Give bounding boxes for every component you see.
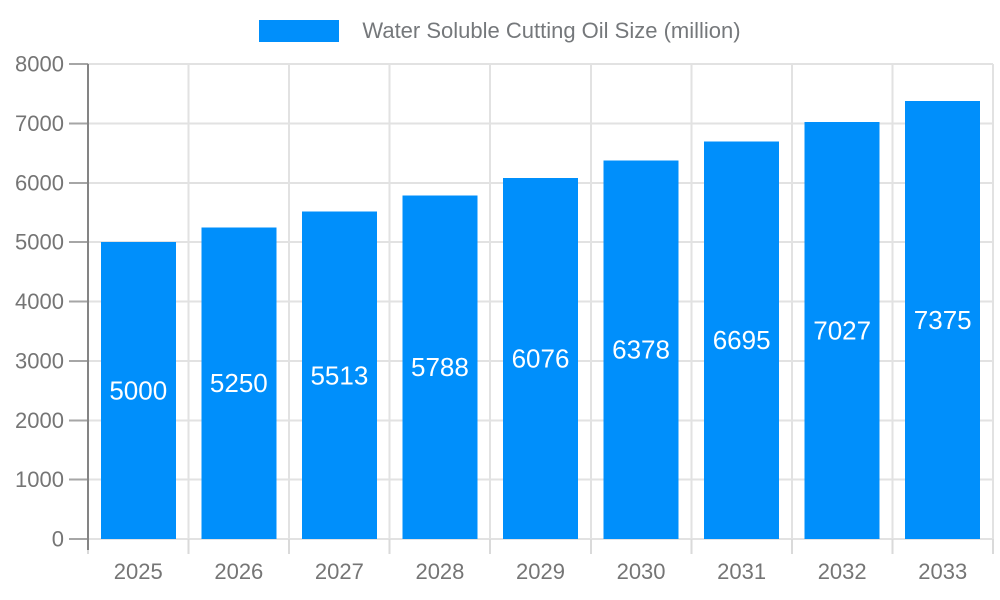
bar[interactable] bbox=[201, 227, 277, 539]
x-tick-label: 2028 bbox=[415, 559, 464, 584]
y-tick-label: 5000 bbox=[15, 230, 64, 255]
y-tick-label: 0 bbox=[52, 527, 64, 552]
y-tick-label: 3000 bbox=[15, 348, 64, 373]
bar[interactable] bbox=[603, 160, 679, 539]
bar-value-label: 5250 bbox=[210, 368, 268, 398]
x-tick-label: 2031 bbox=[717, 559, 766, 584]
legend-item[interactable]: Water Soluble Cutting Oil Size (million) bbox=[0, 18, 1000, 44]
bar-value-label: 5000 bbox=[109, 376, 167, 406]
bar[interactable] bbox=[804, 121, 880, 539]
bar-value-label: 5513 bbox=[310, 360, 368, 390]
y-tick-label: 7000 bbox=[15, 111, 64, 136]
bar-value-label: 6695 bbox=[713, 325, 771, 355]
x-tick-label: 2026 bbox=[214, 559, 263, 584]
legend-swatch-icon bbox=[259, 20, 340, 42]
x-tick-label: 2027 bbox=[315, 559, 364, 584]
bar-value-label: 6076 bbox=[512, 344, 570, 374]
legend-label: Water Soluble Cutting Oil Size (million) bbox=[362, 18, 741, 43]
bar[interactable] bbox=[100, 242, 176, 539]
x-tick-label: 2033 bbox=[918, 559, 967, 584]
y-tick-label: 8000 bbox=[15, 52, 64, 77]
bar[interactable] bbox=[905, 101, 981, 539]
bar-value-label: 6378 bbox=[612, 335, 670, 365]
x-tick-label: 2032 bbox=[818, 559, 867, 584]
bar[interactable] bbox=[301, 211, 377, 539]
bar-value-label: 5788 bbox=[411, 352, 469, 382]
bar-value-label: 7027 bbox=[813, 315, 871, 345]
bar-value-label: 7375 bbox=[914, 305, 972, 335]
bar[interactable] bbox=[503, 178, 578, 540]
y-tick-label: 2000 bbox=[15, 408, 64, 433]
y-tick-label: 1000 bbox=[15, 467, 64, 492]
y-tick-label: 6000 bbox=[15, 170, 64, 195]
x-tick-label: 2025 bbox=[114, 559, 163, 584]
x-tick-label: 2029 bbox=[516, 559, 565, 584]
y-tick-label: 4000 bbox=[15, 289, 64, 314]
bar[interactable] bbox=[704, 141, 780, 539]
x-tick-label: 2030 bbox=[617, 559, 666, 584]
bar[interactable] bbox=[402, 195, 478, 539]
